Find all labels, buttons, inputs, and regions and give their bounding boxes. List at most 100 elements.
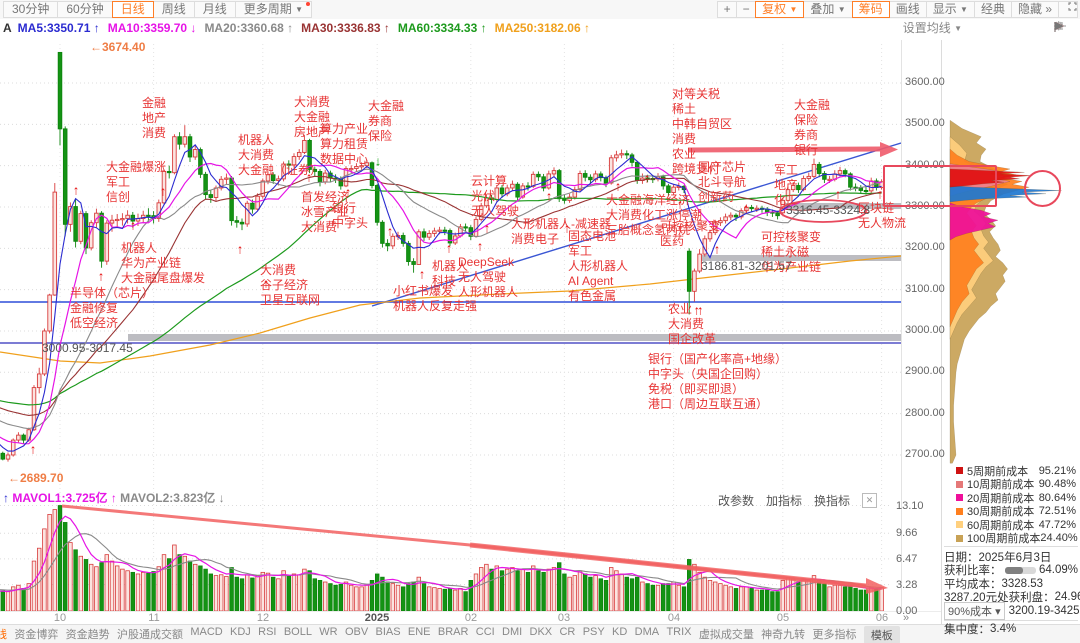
indicator-tab-神奇九转[interactable]: 神奇九转 [761,628,806,641]
indicator-tab-ENE[interactable]: ENE [407,625,431,638]
annotation-line: 半导体（芯片） [70,286,155,300]
buy-mark-arrow: ↑ [876,186,884,202]
hotspot-annotation: 银行（国产化率高+地缘） 中字头（央国企回购） 免税（即买即退） 港口（周边互联互通） [648,352,787,412]
indicator-tab-MACD[interactable]: MACD [190,625,223,638]
toolbar-button-画线[interactable]: 画线 [888,1,927,18]
annotation-line: 冰雪产业 [301,205,350,219]
hotspot-annotation: 大消费 谷子经济 卫星互联网 [260,263,320,308]
chip-cost-legend: 5周期前成本 95.21% 10周期前成本 90.48% 20周期前成本 80.64% 30… [944,464,1078,545]
indicator-tab-DKX[interactable]: DKX [529,625,553,638]
axis-collapse-icon[interactable]: » [903,612,910,624]
indicator-tab-模板[interactable]: 模板 [863,625,900,643]
annotation-line: 大金融 [794,98,831,112]
indicator-tab-资金博弈[interactable]: 资金博弈 [14,628,59,641]
ma-value: MA5:3350.71 ↑ [17,20,100,35]
indicator-tab-资金趋势[interactable]: 资金趋势 [65,628,110,641]
buy-mark-arrow: ↑ [386,223,394,239]
toolbar-button-显示[interactable]: 显示 ▼ [925,1,975,18]
corner-icons: ⚙ [1053,20,1067,33]
indicator-tab-沪股通成交额[interactable]: 沪股通成交额 [116,628,183,641]
annotation-line: 消费电子 [511,232,560,246]
annotation-line: AI Agent [568,274,614,288]
notification-dot [306,2,311,6]
volume-axis-label: 13.10 [896,500,924,512]
cost-90-dropdown[interactable]: 90%成本 ▾ [944,601,1005,620]
annotation-line: 可控核聚变 [761,230,822,244]
sell-mark-arrow: ↓ [374,153,382,169]
cost-legend-row: 100周期前成本 24.40% [944,532,1078,545]
period-tab-30分钟[interactable]: 30分钟 [3,1,59,18]
period-tab-周线[interactable]: 周线 [152,1,195,18]
annotation-line: 金融 [142,96,167,110]
hotspot-annotation: 机器人 华为产业链 大金融尾盘爆发 [121,241,205,286]
period-tab-more[interactable]: 更多周期 ▼ [234,1,313,18]
toolbar-button-筹码[interactable]: 筹码 [851,1,890,18]
volume-button-换指标[interactable]: 换指标 [814,494,851,508]
buy-mark-arrow: ↑ [483,220,491,236]
expand-icon[interactable] [1058,1,1078,18]
chip-date: 日期： 2025年6月3日 [944,551,1052,564]
flag-gray-icon[interactable] [1053,21,1066,33]
indicator-tab-线[interactable]: 线 [0,628,7,641]
indicator-tab-CR[interactable]: CR [559,625,576,638]
annotation-line: 信创 [106,190,131,204]
ma-settings-button[interactable]: 设置均线 ▼ [902,21,962,35]
period-tab-日线[interactable]: 日线 [111,1,154,18]
legend-swatch [956,507,963,515]
indicator-tab-KDJ[interactable]: KDJ [230,625,251,638]
panel-divider [941,40,942,630]
annotation-line: 中韩自贸区 [672,117,733,131]
indicator-tab-DMI[interactable]: DMI [502,625,523,638]
indicator-tab-OBV[interactable]: OBV [344,625,369,638]
annotation-line: 军工 [106,175,131,189]
buy-mark-arrow: ↑ [476,238,484,254]
indicator-tab-虚拟成交量[interactable]: 虚拟成交量 [698,628,754,641]
indicator-tab-更多指标[interactable]: 更多指标 [812,628,857,641]
indicator-tab-RSI[interactable]: RSI [258,625,277,638]
indicator-tab-BIAS[interactable]: BIAS [375,625,401,638]
indicator-tab-DMA[interactable]: DMA [634,625,660,638]
annotation-line: 谷子经济 [260,278,309,292]
mavol2-value: MAVOL2:3.823亿 ↓ [120,491,225,505]
annotation-line: 免税（即买即退） [648,382,745,396]
indicator-tab-BOLL[interactable]: BOLL [283,625,312,638]
toolbar-button-复权[interactable]: 复权 ▼ [755,1,805,18]
annotation-line: 创新药 [698,190,735,204]
price-axis-label: 2700.00 [905,448,945,460]
annotation-line: 大消费 [301,220,338,234]
toolbar-button-经典[interactable]: 经典 [973,1,1012,18]
period-tab-月线[interactable]: 月线 [193,1,236,18]
annotation-line: 消费 [142,126,167,140]
chip-distribution-chart [949,119,1062,464]
indicator-tab-TRIX[interactable]: TRIX [666,625,692,638]
extreme-price-label: ←3674.40 [90,40,146,54]
indicator-tab-CCI[interactable]: CCI [475,625,495,638]
annotation-line: 中字头（央国企回购） [648,367,769,381]
indicator-tab-BRAR[interactable]: BRAR [437,625,469,638]
period-tab-60分钟[interactable]: 60分钟 [57,1,113,18]
ma-value: MA30:3336.83 ↑ [301,20,390,35]
indicator-tab-KD[interactable]: KD [612,625,628,638]
ma-value: MA60:3334.33 ↑ [397,20,487,35]
toolbar-button-隐藏[interactable]: 隐藏 » [1010,1,1059,18]
volume-pane-close-button[interactable]: ✕ [862,493,878,508]
candlestick-chart[interactable] [0,40,941,618]
volume-pane-buttons: 改参数 加指标 换指标 ✕ [718,492,878,509]
indicator-tab-WR[interactable]: WR [319,625,338,638]
hotspot-annotation: 固态电池 军工 人形机器人 AI Agent 有色金属 [568,229,628,304]
buy-mark-arrow: ↑ [545,188,553,204]
buy-mark-arrow: ↑ [97,268,105,284]
annotation-line: 医药 [660,234,685,248]
cost-range-row: 90%成本 ▾3200.19-3425.38 [944,601,1080,620]
price-axis-label: 3500.00 [905,117,945,129]
toolbar-button-叠加[interactable]: 叠加 ▼ [803,1,853,18]
hotspot-annotation: 可控核聚变 稀土永磁 华为产业链 [761,230,821,275]
axis-divider [901,40,902,612]
zoom-in-button[interactable]: + [717,1,738,18]
annotation-line: 军工 [774,163,799,177]
indicator-tab-PSY[interactable]: PSY [582,625,605,638]
annotation-line: 保险 [794,113,819,127]
zoom-out-button[interactable]: − [736,1,757,18]
volume-button-改参数[interactable]: 改参数 [718,494,755,508]
volume-button-加指标[interactable]: 加指标 [766,494,803,508]
